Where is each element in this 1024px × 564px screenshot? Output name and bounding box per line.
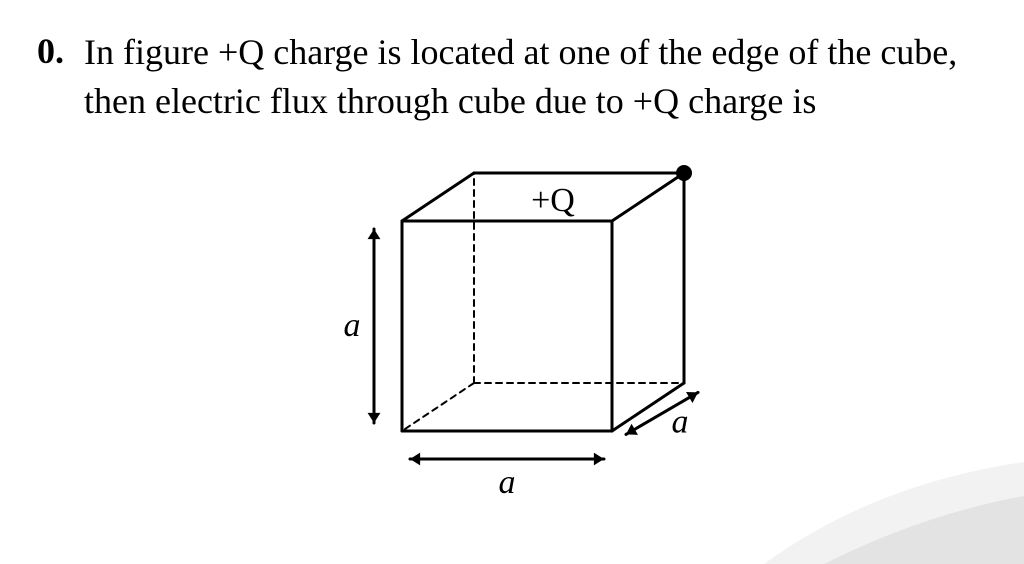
svg-text:a: a [672, 404, 689, 441]
question-text: In figure +Q charge is located at one of… [84, 28, 984, 125]
cube-figure: +Q a a a [302, 131, 722, 516]
cube-svg: +Q a a a [302, 131, 722, 511]
page: 0. In figure +Q charge is located at one… [0, 0, 1024, 564]
svg-text:a: a [344, 307, 361, 344]
svg-text:a: a [499, 464, 516, 501]
svg-text:+Q: +Q [531, 182, 575, 219]
question-row: 0. In figure +Q charge is located at one… [0, 0, 1024, 125]
question-number: 0. [4, 28, 84, 75]
figure-container: +Q a a a [0, 131, 1024, 516]
